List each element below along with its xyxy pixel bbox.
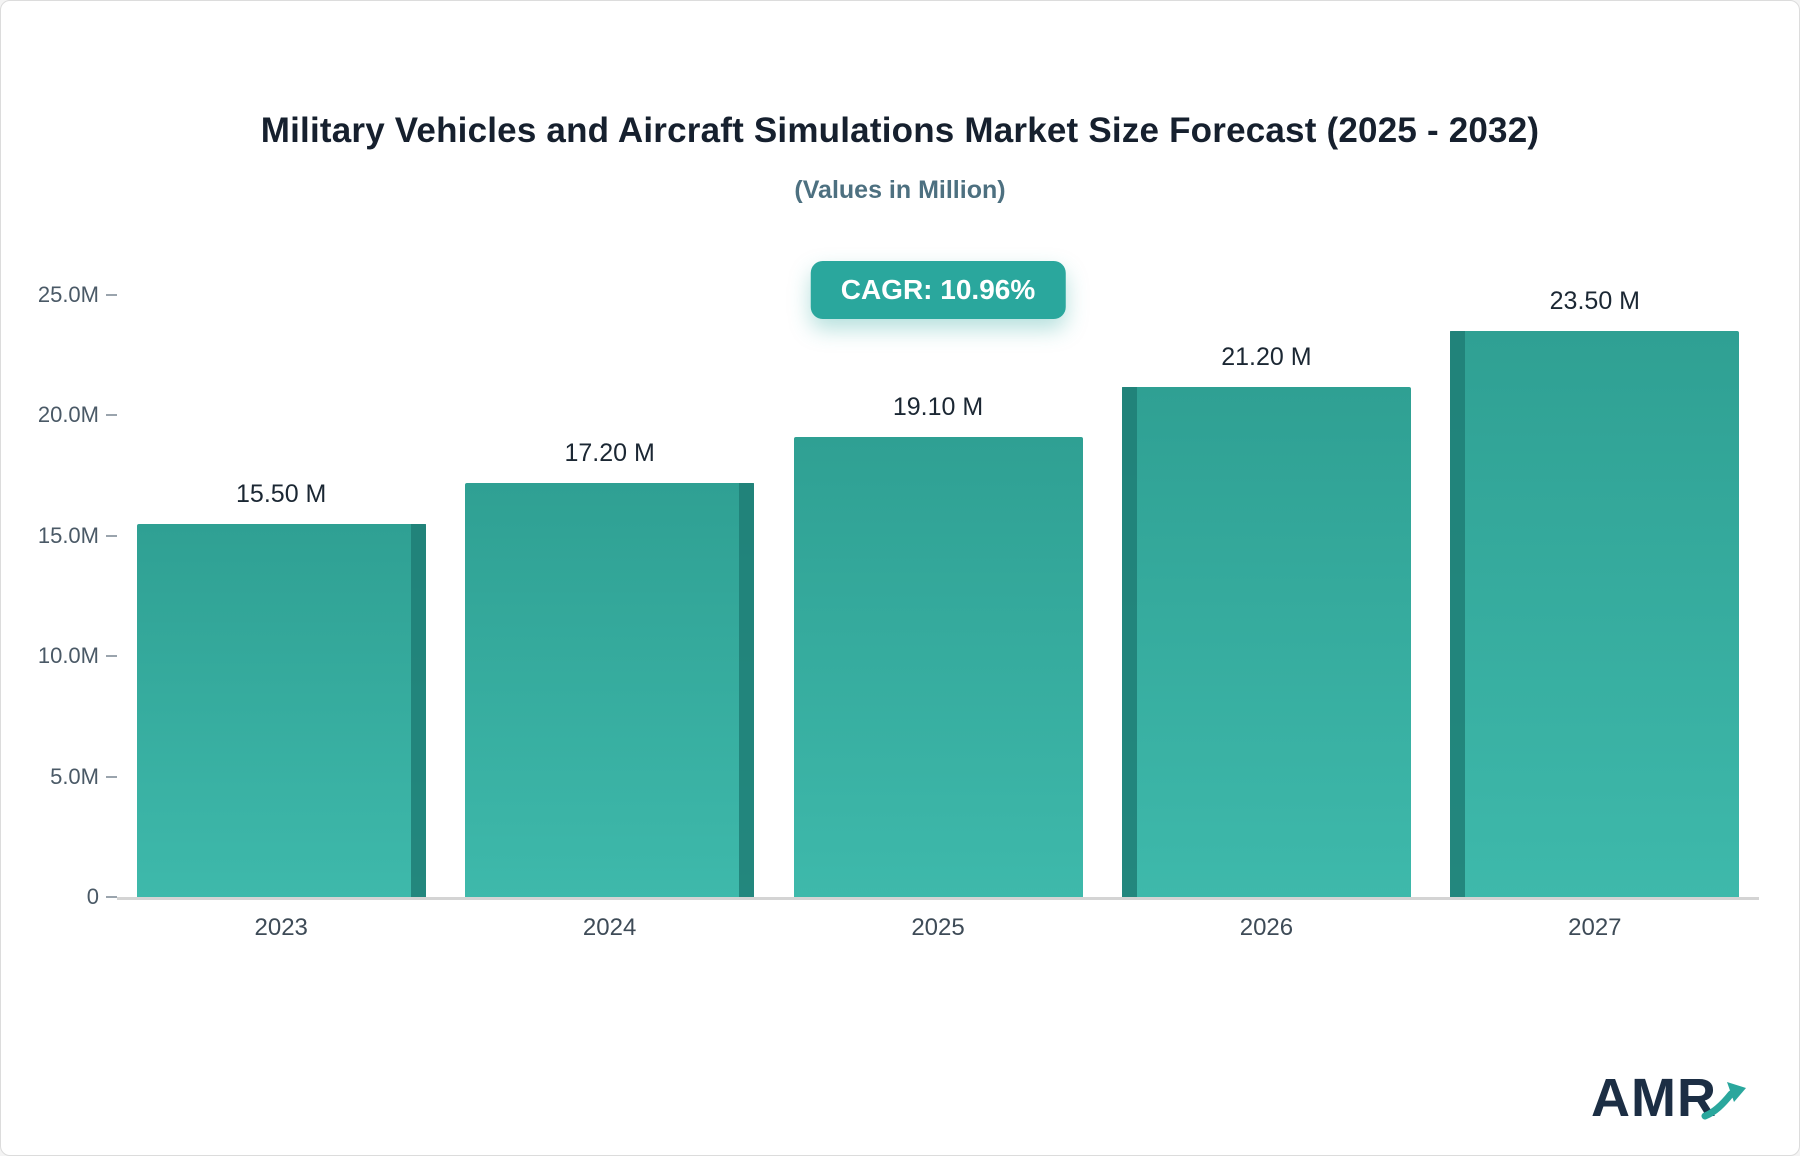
y-tick-mark: [106, 896, 117, 898]
x-axis: 2023 2024 2025 2026 2027: [117, 914, 1759, 942]
plot-area: 15.50 M 17.20 M 19.10 M 21.20 M 23.50 M: [117, 287, 1759, 900]
bar-chart: 25.0M 20.0M 15.0M 10.0M 5.0M 0 15.50 M 17.20 M…: [29, 282, 1759, 942]
amr-logo: AMR: [1591, 1067, 1747, 1129]
bar-2025: 19.10 M: [793, 393, 1083, 897]
y-tick-label: 25.0M: [37, 282, 99, 307]
bar-slot-2026: 21.20 M: [1102, 295, 1430, 898]
x-tick-label-2023: 2023: [254, 914, 308, 941]
y-tick-label: 5.0M: [50, 763, 99, 789]
bar-2026: 21.20 M: [1121, 343, 1411, 898]
bar-value-label-2027: 23.50 M: [1549, 287, 1640, 316]
y-tick-10.0M: 10.0M: [38, 643, 117, 669]
bar-2023: 15.50 M: [136, 480, 426, 898]
y-tick-0: 0: [87, 884, 117, 910]
y-tick-label: 10.0M: [37, 643, 99, 669]
y-tick-label: 20.0M: [37, 402, 99, 428]
bars-layer: 15.50 M 17.20 M 19.10 M 21.20 M 23.50 M: [117, 287, 1759, 898]
trend-arrow-icon: [1701, 1082, 1746, 1120]
cagr-badge-label: CAGR: 10.96%: [840, 274, 1036, 305]
x-tick-label-2026: 2026: [1239, 914, 1294, 941]
bar-2027: 23.50 M: [1450, 287, 1740, 897]
y-axis: 25.0M 20.0M 15.0M 10.0M 5.0M 0: [29, 282, 117, 909]
x-tick-label-2024: 2024: [582, 914, 637, 941]
x-tick-label-2027: 2027: [1568, 914, 1622, 941]
bar-slot-2024: 17.20 M: [445, 295, 773, 898]
cagr-badge: CAGR: 10.96%: [810, 261, 1066, 319]
y-tick-25.0M: 25.0M: [38, 282, 117, 308]
chart-subtitle: (Values in Million): [794, 176, 1006, 204]
y-tick-5.0M: 5.0M: [50, 764, 117, 790]
y-tick-mark: [106, 655, 117, 658]
y-tick-label: 0: [86, 884, 99, 909]
y-tick-mark: [106, 775, 117, 778]
bar-slot-2027: 23.50 M: [1431, 287, 1759, 897]
y-tick-15.0M: 15.0M: [38, 523, 117, 549]
amr-logo-text: AMR: [1591, 1068, 1717, 1128]
y-tick-mark: [106, 414, 117, 417]
bar-value-label-2026: 21.20 M: [1221, 342, 1312, 371]
bar-value-label-2025: 19.10 M: [892, 393, 984, 422]
y-tick-mark: [106, 294, 117, 296]
bar-slot-2023: 15.50 M: [117, 295, 445, 898]
chart-title: Military Vehicles and Aircraft Simulatio…: [260, 111, 1540, 150]
bar-slot-2025: 19.10 M: [774, 295, 1102, 897]
bar-value-label-2023: 15.50 M: [236, 479, 327, 508]
bar-value-label-2024: 17.20 M: [564, 438, 655, 467]
plot-row: 25.0M 20.0M 15.0M 10.0M 5.0M 0 15.50 M 17.20 M…: [29, 282, 1759, 909]
y-tick-20.0M: 20.0M: [38, 402, 117, 428]
y-tick-label: 15.0M: [37, 522, 99, 548]
bar-2024: 17.20 M: [465, 439, 755, 898]
y-tick-mark: [106, 534, 117, 537]
x-tick-label-2025: 2025: [911, 914, 965, 941]
